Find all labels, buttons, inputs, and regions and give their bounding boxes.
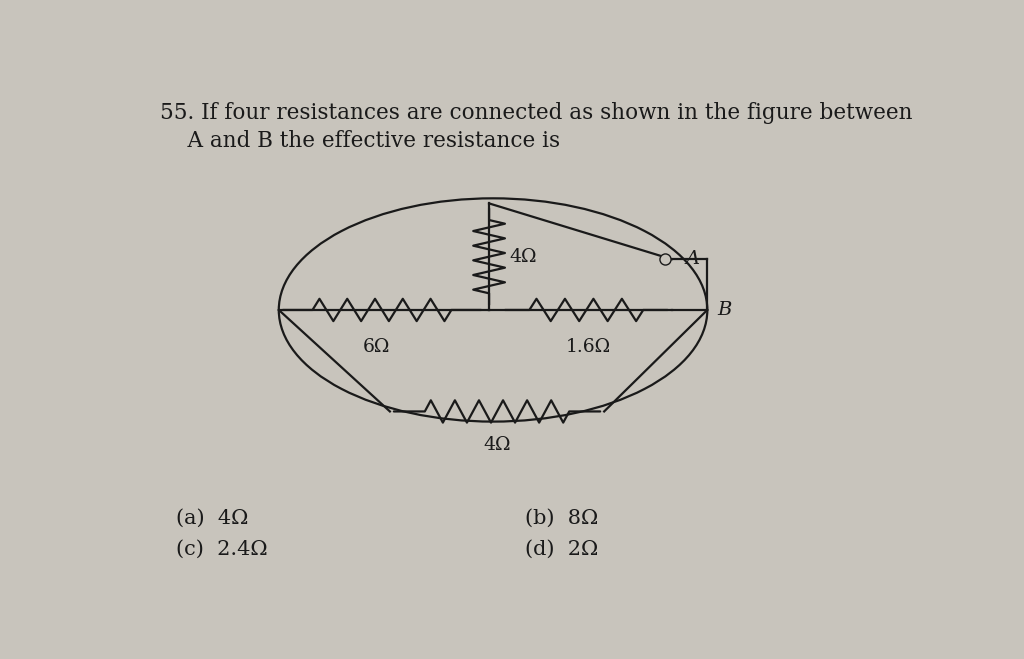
Text: 4Ω: 4Ω [509, 248, 537, 266]
Text: (a)  4Ω: (a) 4Ω [176, 509, 248, 528]
Text: B: B [717, 301, 731, 319]
Text: (c)  2.4Ω: (c) 2.4Ω [176, 540, 267, 559]
Text: 1.6Ω: 1.6Ω [565, 338, 611, 356]
Text: (b)  8Ω: (b) 8Ω [524, 509, 598, 528]
Text: 4Ω: 4Ω [483, 436, 511, 454]
Text: 55. If four resistances are connected as shown in the figure between: 55. If four resistances are connected as… [160, 102, 912, 124]
Text: 6Ω: 6Ω [362, 338, 390, 356]
Text: (d)  2Ω: (d) 2Ω [524, 540, 598, 559]
Text: A: A [686, 250, 700, 268]
Text: A and B the effective resistance is: A and B the effective resistance is [160, 130, 560, 152]
